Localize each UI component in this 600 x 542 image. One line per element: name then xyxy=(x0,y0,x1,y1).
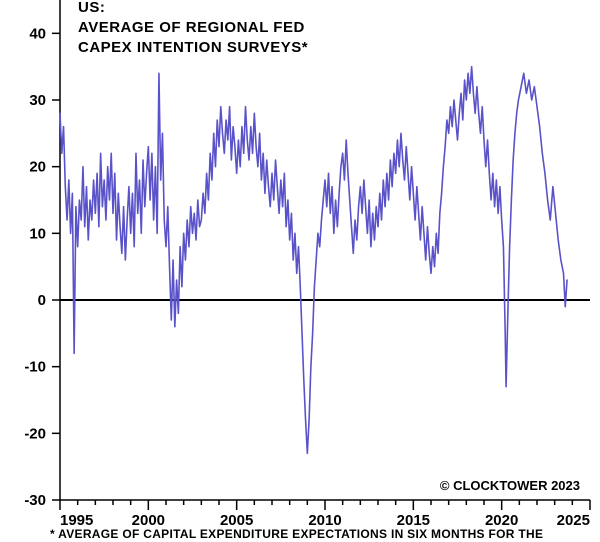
y-tick-label: -30 xyxy=(24,492,46,509)
footnote-text: * AVERAGE OF CAPITAL EXPENDITURE EXPECTA… xyxy=(50,527,543,541)
y-tick-label: 10 xyxy=(29,225,46,242)
y-tick-label: 40 xyxy=(29,25,46,42)
chart-container: -30-20-100102030401995200020052010201520… xyxy=(0,0,600,542)
y-tick-label: -10 xyxy=(24,359,46,376)
y-tick-label: 30 xyxy=(29,92,46,109)
capex-series xyxy=(60,67,567,454)
chart-title-line: AVERAGE OF REGIONAL FED xyxy=(78,19,305,36)
y-tick-label: 20 xyxy=(29,159,46,176)
chart-title-line: CAPEX INTENTION SURVEYS* xyxy=(78,39,308,56)
chart-title-line: US: xyxy=(78,0,105,16)
x-tick-label: 2025 xyxy=(557,512,590,529)
copyright-label: © CLOCKTOWER 2023 xyxy=(440,478,580,493)
y-tick-label: 0 xyxy=(38,292,46,309)
y-tick-label: -20 xyxy=(24,425,46,442)
chart-svg: -30-20-100102030401995200020052010201520… xyxy=(0,0,600,542)
